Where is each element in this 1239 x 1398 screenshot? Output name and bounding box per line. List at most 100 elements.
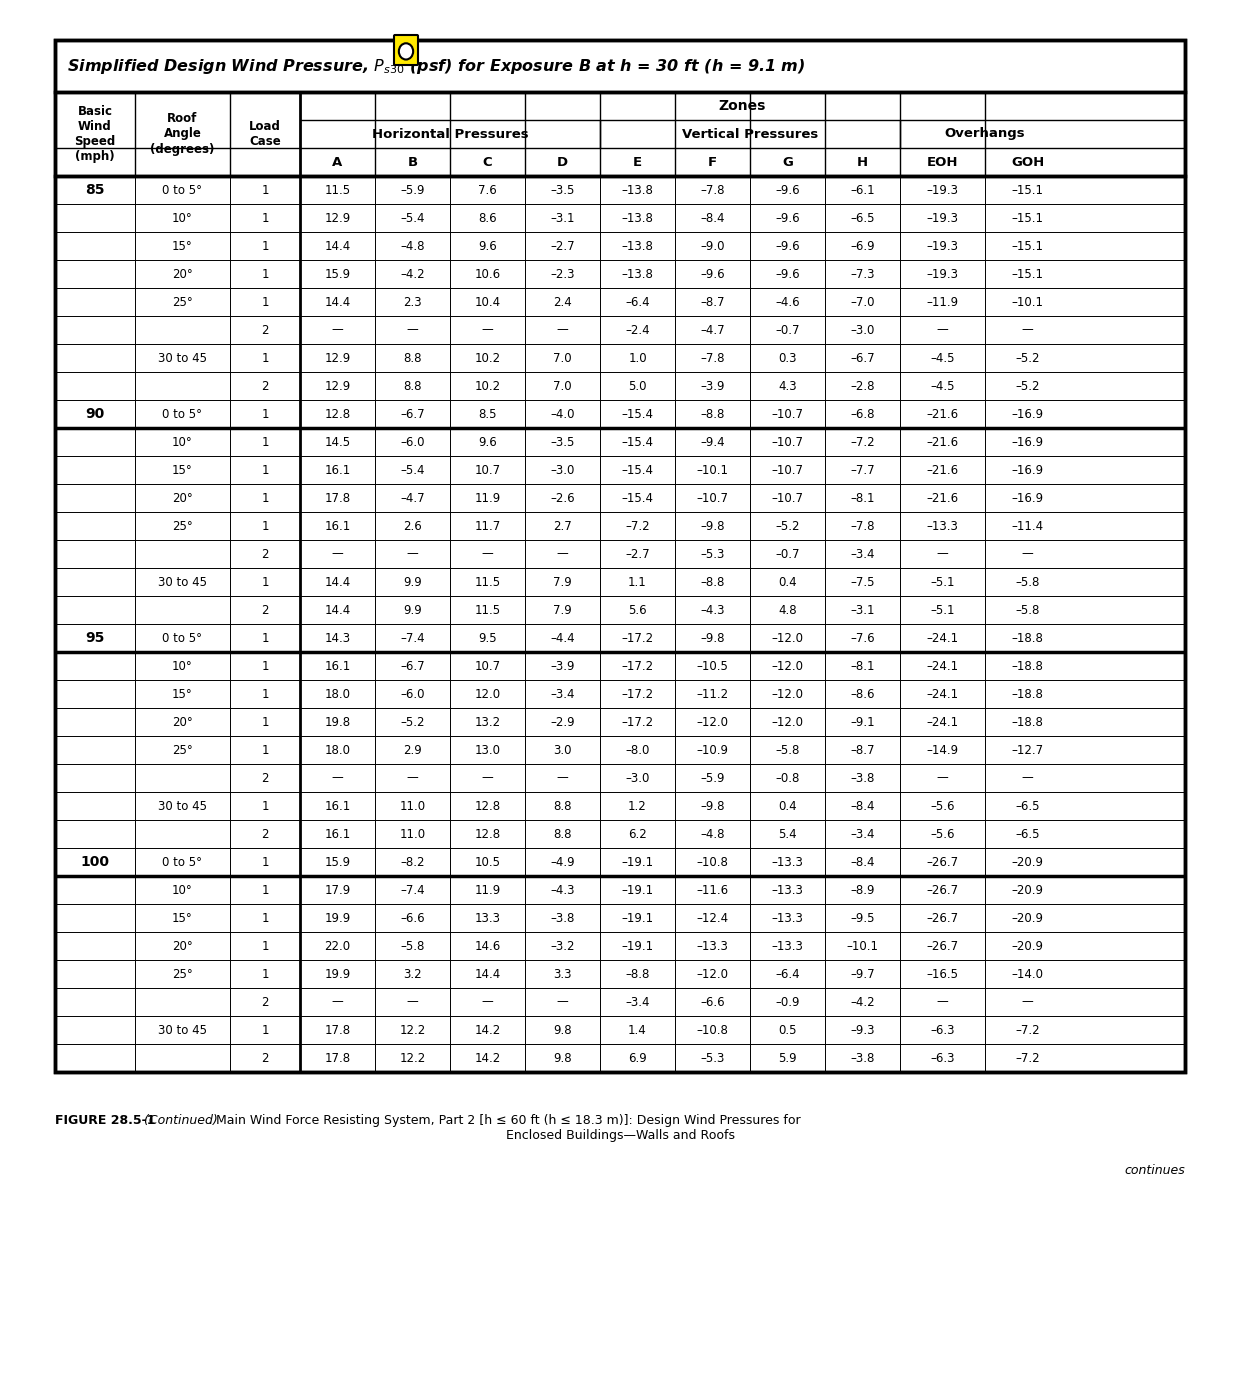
Text: 7.6: 7.6 bbox=[478, 183, 497, 197]
Text: GOH: GOH bbox=[1011, 155, 1044, 169]
Text: 14.4: 14.4 bbox=[325, 239, 351, 253]
Text: –10.1: –10.1 bbox=[846, 939, 878, 952]
Text: 1: 1 bbox=[261, 295, 269, 309]
Text: 1.4: 1.4 bbox=[628, 1023, 647, 1036]
Text: 8.8: 8.8 bbox=[403, 351, 421, 365]
Text: –4.0: –4.0 bbox=[550, 407, 575, 421]
Text: 16.1: 16.1 bbox=[325, 660, 351, 672]
Text: 12.9: 12.9 bbox=[325, 351, 351, 365]
Text: 15°: 15° bbox=[172, 239, 193, 253]
Text: 12.9: 12.9 bbox=[325, 379, 351, 393]
Text: –2.3: –2.3 bbox=[550, 267, 575, 281]
Text: 2: 2 bbox=[261, 995, 269, 1008]
Text: —: — bbox=[1022, 323, 1033, 337]
Text: 2.6: 2.6 bbox=[403, 520, 421, 533]
Text: –3.8: –3.8 bbox=[850, 772, 875, 784]
Text: –4.2: –4.2 bbox=[850, 995, 875, 1008]
Text: –20.9: –20.9 bbox=[1011, 911, 1043, 924]
Text: –20.9: –20.9 bbox=[1011, 856, 1043, 868]
Text: 18.0: 18.0 bbox=[325, 688, 351, 700]
Text: 8.5: 8.5 bbox=[478, 407, 497, 421]
Text: 3.3: 3.3 bbox=[554, 967, 571, 980]
Text: 12.0: 12.0 bbox=[475, 688, 501, 700]
Text: –8.6: –8.6 bbox=[850, 688, 875, 700]
Text: –5.3: –5.3 bbox=[700, 1051, 725, 1064]
Text: 9.8: 9.8 bbox=[553, 1051, 572, 1064]
Text: 1.2: 1.2 bbox=[628, 800, 647, 812]
Text: –5.2: –5.2 bbox=[776, 520, 799, 533]
Text: –16.5: –16.5 bbox=[927, 967, 959, 980]
Text: –15.1: –15.1 bbox=[1011, 211, 1043, 225]
Text: Load
Case: Load Case bbox=[249, 120, 281, 148]
Text: –9.3: –9.3 bbox=[850, 1023, 875, 1036]
Text: —: — bbox=[937, 323, 948, 337]
Text: —: — bbox=[482, 772, 493, 784]
Text: 14.6: 14.6 bbox=[475, 939, 501, 952]
Text: –3.5: –3.5 bbox=[550, 183, 575, 197]
Text: Zones: Zones bbox=[719, 99, 766, 113]
Text: –4.2: –4.2 bbox=[400, 267, 425, 281]
Text: –5.9: –5.9 bbox=[700, 772, 725, 784]
Text: –15.1: –15.1 bbox=[1011, 183, 1043, 197]
Text: 20°: 20° bbox=[172, 267, 193, 281]
Text: 13.0: 13.0 bbox=[475, 744, 501, 756]
Text: —: — bbox=[556, 548, 569, 561]
Text: 11.0: 11.0 bbox=[399, 828, 425, 840]
Text: 2.9: 2.9 bbox=[403, 744, 421, 756]
Text: –13.3: –13.3 bbox=[772, 884, 803, 896]
Text: 11.9: 11.9 bbox=[475, 492, 501, 505]
Text: —: — bbox=[332, 995, 343, 1008]
Text: –10.1: –10.1 bbox=[1011, 295, 1043, 309]
Text: –6.5: –6.5 bbox=[1015, 828, 1040, 840]
Text: –19.1: –19.1 bbox=[622, 884, 653, 896]
Text: 18.0: 18.0 bbox=[325, 744, 351, 756]
Text: –18.8: –18.8 bbox=[1011, 632, 1043, 644]
Text: 10°: 10° bbox=[172, 884, 193, 896]
Text: –15.4: –15.4 bbox=[622, 436, 653, 449]
Text: 8.8: 8.8 bbox=[554, 828, 571, 840]
Text: 1: 1 bbox=[261, 688, 269, 700]
Text: –19.1: –19.1 bbox=[622, 856, 653, 868]
Text: 2: 2 bbox=[261, 323, 269, 337]
Text: 6.2: 6.2 bbox=[628, 828, 647, 840]
Text: 7.9: 7.9 bbox=[553, 604, 572, 617]
Text: 15°: 15° bbox=[172, 688, 193, 700]
Text: –19.3: –19.3 bbox=[927, 267, 959, 281]
Text: 5.0: 5.0 bbox=[628, 379, 647, 393]
Text: –2.9: –2.9 bbox=[550, 716, 575, 728]
Text: F: F bbox=[707, 155, 717, 169]
Text: —: — bbox=[406, 548, 419, 561]
Ellipse shape bbox=[399, 43, 413, 60]
Text: —: — bbox=[1022, 772, 1033, 784]
Text: 2.7: 2.7 bbox=[553, 520, 572, 533]
Text: B: B bbox=[408, 155, 418, 169]
Text: –8.4: –8.4 bbox=[850, 800, 875, 812]
Text: 25°: 25° bbox=[172, 967, 193, 980]
Text: –13.8: –13.8 bbox=[622, 239, 653, 253]
Text: –17.2: –17.2 bbox=[622, 632, 653, 644]
Text: –9.7: –9.7 bbox=[850, 967, 875, 980]
Text: –7.4: –7.4 bbox=[400, 884, 425, 896]
Text: 0 to 5°: 0 to 5° bbox=[162, 856, 202, 868]
Text: –15.4: –15.4 bbox=[622, 464, 653, 477]
Text: –19.3: –19.3 bbox=[927, 183, 959, 197]
Text: 12.2: 12.2 bbox=[399, 1023, 426, 1036]
Text: –4.9: –4.9 bbox=[550, 856, 575, 868]
Text: –6.4: –6.4 bbox=[626, 295, 649, 309]
Text: –7.5: –7.5 bbox=[850, 576, 875, 589]
Text: –19.3: –19.3 bbox=[927, 239, 959, 253]
Text: –24.1: –24.1 bbox=[927, 632, 959, 644]
Text: –4.3: –4.3 bbox=[700, 604, 725, 617]
Text: –7.8: –7.8 bbox=[700, 183, 725, 197]
Text: –21.6: –21.6 bbox=[927, 407, 959, 421]
Text: 0.5: 0.5 bbox=[778, 1023, 797, 1036]
Text: 1: 1 bbox=[261, 576, 269, 589]
Text: 17.8: 17.8 bbox=[325, 1023, 351, 1036]
Text: –11.6: –11.6 bbox=[696, 884, 729, 896]
Text: 1: 1 bbox=[261, 520, 269, 533]
Text: 10.2: 10.2 bbox=[475, 379, 501, 393]
Text: –9.1: –9.1 bbox=[850, 716, 875, 728]
Text: C: C bbox=[483, 155, 492, 169]
Text: 10.7: 10.7 bbox=[475, 464, 501, 477]
Text: 14.4: 14.4 bbox=[475, 967, 501, 980]
